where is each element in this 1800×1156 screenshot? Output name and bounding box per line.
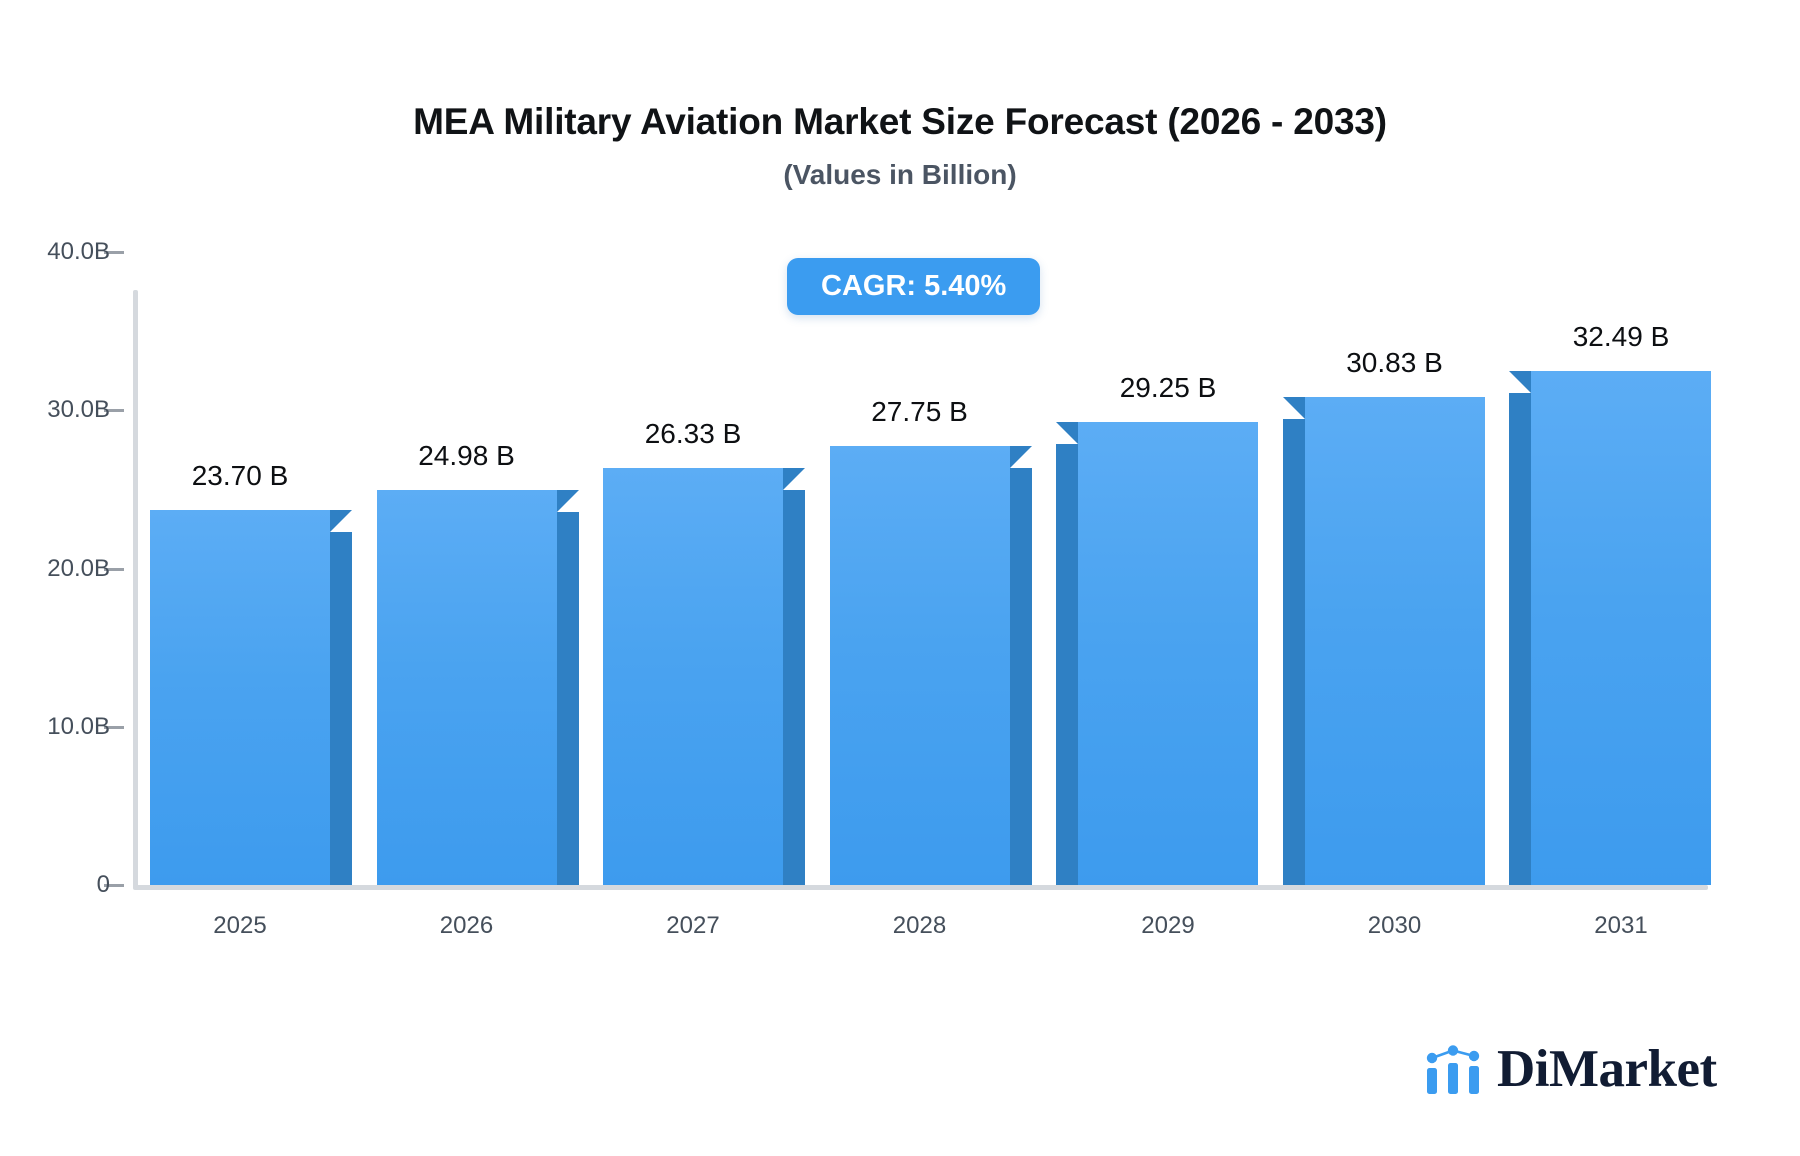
x-axis-label-2027: 2027 <box>666 912 720 939</box>
bar-side-face <box>1056 444 1078 885</box>
x-axis-label-2029: 2029 <box>1141 912 1195 939</box>
y-axis-label: 30.0B <box>47 396 110 424</box>
bar-value-label: 30.83 B <box>1346 347 1443 379</box>
y-axis-label: 0 <box>96 871 110 898</box>
y-axis-tick <box>104 884 124 887</box>
y-axis-tick <box>104 409 124 413</box>
logo-text: DiMarket <box>1497 1040 1717 1098</box>
bar-side-cap <box>783 468 805 491</box>
bar-side-face <box>556 511 579 885</box>
bar-2026[interactable] <box>376 489 579 885</box>
x-axis-label-2028: 2028 <box>892 912 947 939</box>
y-axis-tick <box>104 567 124 571</box>
bar-value-label: 24.98 B <box>418 439 515 471</box>
y-axis-label: 40.0B <box>47 238 110 265</box>
bar-side-cap <box>556 489 579 512</box>
y-axis-line <box>133 290 138 888</box>
bar-front-face <box>150 509 330 885</box>
bar-front-face <box>376 489 557 885</box>
bar-value-label: 23.70 B <box>191 459 289 491</box>
chart-subtitle: (Values in Billion) <box>783 159 1017 191</box>
y-axis-tick <box>104 251 124 254</box>
bar-side-cap <box>1282 397 1305 420</box>
bar-front-face <box>829 445 1010 885</box>
bar-2027[interactable] <box>603 468 805 885</box>
x-axis-label-2031: 2031 <box>1594 912 1648 939</box>
bar-side-face <box>783 490 805 885</box>
bar-side-face <box>1282 419 1305 885</box>
page-title: MEA Military Aviation Market Size Foreca… <box>413 101 1387 142</box>
bar-front-face <box>1531 370 1711 885</box>
cagr-badge: CAGR: 5.40% <box>787 258 1041 315</box>
bar-side-cap <box>1009 445 1032 468</box>
y-axis-label: 10.0B <box>47 712 110 740</box>
bar-2028[interactable] <box>829 445 1032 885</box>
x-axis-label-2026: 2026 <box>439 912 494 939</box>
bar-value-label: 32.49 B <box>1572 320 1670 352</box>
dimarket-logo: DiMarket <box>1425 1043 1717 1096</box>
bar-front-face <box>1078 422 1258 885</box>
bar-2029[interactable] <box>1056 422 1258 885</box>
bar-value-label: 26.33 B <box>644 418 742 450</box>
bar-side-cap <box>1056 422 1078 445</box>
bar-side-cap <box>1509 370 1531 393</box>
bar-2031[interactable] <box>1509 370 1711 885</box>
x-axis-label-2030: 2030 <box>1367 912 1422 939</box>
bar-value-label: 27.75 B <box>871 395 968 427</box>
bar-2030[interactable] <box>1282 397 1485 885</box>
bar-value-label: 29.25 B <box>1119 372 1217 404</box>
bar-front-face <box>603 468 783 885</box>
bar-2025[interactable] <box>150 509 352 885</box>
bar-front-face <box>1304 397 1485 885</box>
title-block: MEA Military Aviation Market Size Foreca… <box>0 100 1800 192</box>
x-axis-label-2025: 2025 <box>213 912 267 939</box>
y-axis-tick <box>104 725 124 729</box>
y-axis-label: 20.0B <box>47 554 110 582</box>
bar-side-face <box>1509 392 1531 885</box>
bar-side-face <box>1009 467 1032 885</box>
bar-side-cap <box>330 509 352 532</box>
x-axis-line <box>133 885 1708 890</box>
bar-chart-icon <box>1426 1044 1480 1094</box>
bar-side-face <box>330 531 352 885</box>
